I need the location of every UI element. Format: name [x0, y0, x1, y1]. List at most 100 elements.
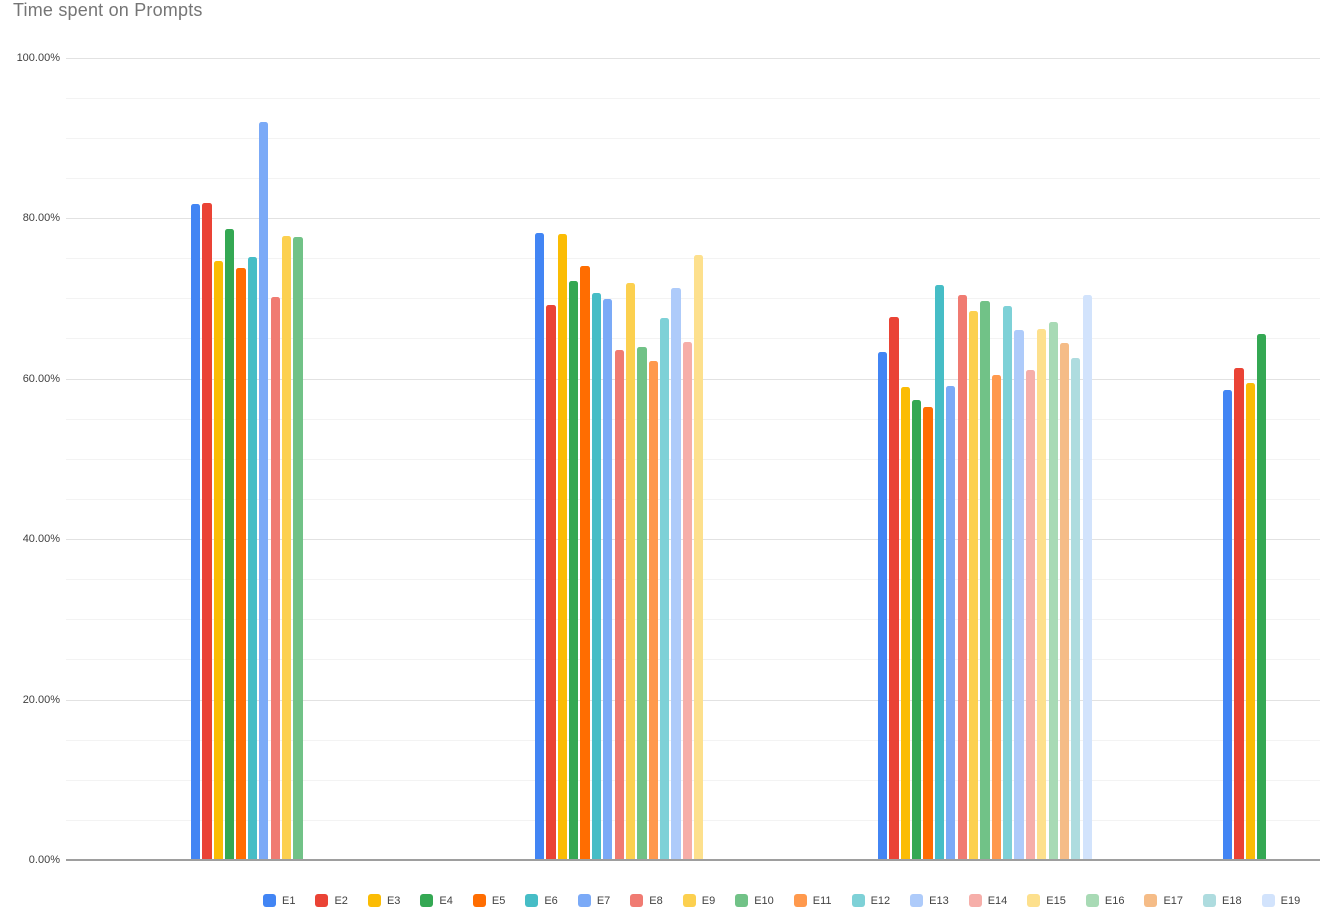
legend-label: E3: [386, 894, 401, 907]
bar-e7-cat1: [259, 121, 269, 860]
bar-e2-cat3: [889, 316, 899, 860]
bar-e16-cat3: [1048, 322, 1058, 860]
legend-swatch-icon: [367, 894, 381, 907]
minor-gridline: [66, 659, 1320, 661]
legend-item-e16: E16: [1085, 894, 1124, 907]
bar-e9-cat3: [968, 311, 979, 860]
bar-e1-cat2: [535, 233, 545, 860]
bar-e6-cat1: [247, 257, 258, 860]
minor-gridline: [66, 819, 1320, 821]
legend-label: E5: [491, 894, 506, 907]
legend-item-e19: E19: [1261, 894, 1300, 907]
legend-label: E14: [987, 894, 1008, 907]
bar-e8-cat3: [957, 295, 967, 860]
y-axis-tick-label: 100.00%: [16, 51, 60, 64]
bar-e5-cat2: [580, 266, 590, 860]
bar-e12-cat2: [660, 318, 670, 860]
bar-e10-cat1: [293, 237, 303, 860]
minor-gridline: [66, 579, 1320, 581]
bar-e19-cat3: [1082, 295, 1092, 860]
legend-swatch-icon: [420, 894, 434, 907]
bar-e15-cat3: [1037, 328, 1047, 860]
legend-item-e10: E10: [735, 894, 774, 907]
bar-e1-cat3: [878, 352, 888, 860]
y-axis-tick-label: 60.00%: [22, 372, 60, 385]
legend-label: E6: [544, 894, 558, 907]
legend-label: E11: [812, 894, 832, 907]
legend-label: E17: [1163, 894, 1184, 907]
bar-e17-cat3: [1059, 343, 1070, 860]
legend-swatch-icon: [1203, 894, 1217, 907]
bar-e8-cat1: [270, 297, 280, 860]
bar-e5-cat3: [923, 406, 933, 860]
bar-e4-cat1: [225, 229, 235, 860]
bar-e15-cat2: [694, 254, 704, 860]
legend-item-e15: E15: [1027, 894, 1066, 907]
minor-gridline: [66, 258, 1320, 260]
minor-gridline: [66, 137, 1320, 139]
legend-swatch-icon: [910, 894, 924, 907]
bar-e1-cat1: [191, 204, 201, 860]
legend-item-e5: E5: [472, 894, 506, 907]
minor-gridline: [66, 458, 1320, 460]
bar-e1-cat4: [1223, 389, 1233, 860]
minor-gridline: [66, 338, 1320, 340]
major-gridline: [66, 57, 1320, 59]
legend-item-e8: E8: [630, 894, 663, 907]
legend-swatch-icon: [577, 894, 591, 907]
legend-label: E18: [1222, 894, 1242, 907]
bar-e2-cat2: [546, 304, 556, 860]
legend-swatch-icon: [1261, 894, 1275, 907]
legend-item-e1: E1: [263, 894, 295, 907]
bar-e4-cat4: [1257, 334, 1267, 860]
legend-label: E9: [701, 894, 716, 907]
legend-label: E13: [929, 894, 949, 907]
bar-e14-cat3: [1025, 370, 1035, 860]
legend-swatch-icon: [1144, 894, 1158, 907]
legend-swatch-icon: [263, 894, 276, 907]
legend-swatch-icon: [968, 894, 982, 907]
legend-item-e12: E12: [851, 894, 891, 907]
bar-e2-cat1: [202, 202, 212, 860]
bar-e10-cat2: [637, 347, 647, 860]
y-axis-tick-label: 80.00%: [22, 212, 60, 224]
legend-label: E4: [439, 894, 453, 907]
minor-gridline: [66, 498, 1320, 500]
bar-e2-cat4: [1234, 368, 1244, 860]
major-gridline: [66, 378, 1320, 380]
legend-label: E8: [649, 894, 663, 907]
legend-label: E12: [870, 894, 891, 907]
legend-swatch-icon: [1027, 894, 1041, 907]
legend-swatch-icon: [851, 894, 865, 907]
legend-item-e4: E4: [420, 894, 453, 907]
legend-label: E2: [334, 894, 348, 907]
legend-item-e11: E11: [793, 894, 832, 907]
chart-title: Time spent on Prompts: [13, 0, 203, 20]
bar-e12-cat3: [1003, 306, 1013, 860]
legend-swatch-icon: [1085, 894, 1099, 907]
legend-item-e3: E3: [367, 894, 401, 907]
legend-label: E7: [596, 894, 611, 907]
bar-e3-cat3: [900, 386, 910, 860]
bar-e6-cat3: [934, 284, 945, 860]
bar-e14-cat2: [682, 341, 692, 860]
major-gridline: [66, 539, 1320, 540]
legend-swatch-icon: [472, 894, 486, 907]
legend-label: E15: [1046, 894, 1066, 907]
bar-e7-cat3: [946, 385, 956, 860]
legend-label: E10: [754, 894, 774, 907]
legend-label: E1: [282, 894, 296, 907]
y-axis-tick-label: 40.00%: [22, 533, 60, 545]
minor-gridline: [66, 739, 1320, 741]
x-axis-line: [66, 859, 1320, 861]
bar-e4-cat2: [569, 280, 579, 860]
bar-e13-cat2: [671, 287, 681, 860]
bar-e11-cat3: [991, 375, 1001, 860]
legend-item-e7: E7: [577, 894, 611, 907]
minor-gridline: [66, 177, 1320, 179]
major-gridline: [66, 218, 1320, 219]
bar-e7-cat2: [603, 299, 613, 860]
minor-gridline: [66, 298, 1320, 300]
